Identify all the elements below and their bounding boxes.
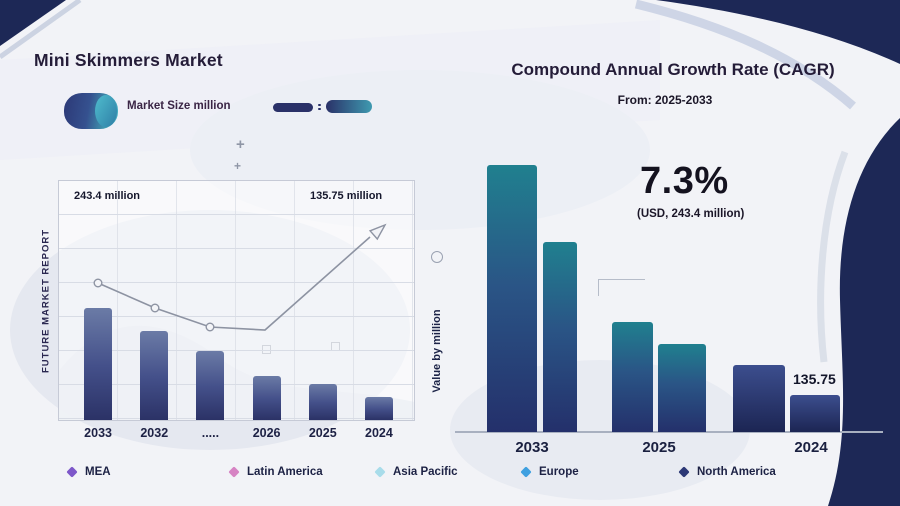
legend-diamond-icon bbox=[520, 466, 532, 478]
legend-diamond-icon bbox=[374, 466, 386, 478]
right-chart-baseline bbox=[455, 431, 883, 433]
right-bar-2033-1 bbox=[487, 165, 537, 432]
right-chart-bars: 2033 2025 2024 bbox=[455, 160, 883, 456]
legend-label: Asia Pacific bbox=[393, 466, 458, 478]
legend-item-europe: Europe bbox=[520, 466, 579, 478]
legend-label: MEA bbox=[85, 466, 111, 478]
right-bar-2033-2 bbox=[543, 242, 577, 432]
left-chart-max-value-label: 243.4 million bbox=[74, 190, 141, 202]
left-x-label: 2026 bbox=[252, 426, 281, 440]
legend-label: North America bbox=[697, 466, 776, 478]
legend-separator-dots bbox=[318, 102, 321, 113]
left-x-label: 2024 bbox=[365, 426, 393, 440]
left-chart-columns bbox=[70, 180, 407, 420]
legend-item-latin-america: Latin America bbox=[228, 466, 323, 478]
legend-item-asia-pacific: Asia Pacific bbox=[374, 466, 458, 478]
left-bar-2032 bbox=[140, 331, 169, 420]
legend-pill-gradient bbox=[326, 100, 372, 113]
page-title: Mini Skimmers Market bbox=[34, 50, 223, 70]
legend-label: Europe bbox=[539, 466, 579, 478]
left-bar-2024 bbox=[364, 397, 393, 420]
left-bar-2033 bbox=[84, 308, 113, 420]
decor-plus-icon: + bbox=[234, 159, 242, 173]
right-bar-2025-1 bbox=[612, 322, 653, 432]
decor-ring-icon bbox=[431, 251, 443, 263]
left-bar-column bbox=[126, 180, 182, 420]
right-bar-2024-1 bbox=[733, 365, 785, 432]
left-bar-column bbox=[295, 180, 351, 420]
right-bar-2025-2 bbox=[658, 344, 706, 432]
left-x-label: 2032 bbox=[140, 426, 169, 440]
left-bar-column bbox=[239, 180, 295, 420]
legend-diamond-icon bbox=[228, 466, 240, 478]
legend-item-mea: MEA bbox=[66, 466, 111, 478]
left-chart-side-label: FUTURE MARKET REPORT bbox=[40, 228, 52, 374]
left-chart-min-value-label: 135.75 million bbox=[310, 190, 383, 202]
legend-item-north-america: North America bbox=[678, 466, 776, 478]
decor-plus-icon: + bbox=[236, 136, 245, 153]
left-bar-column bbox=[351, 180, 407, 420]
left-chart-plot-area bbox=[58, 180, 415, 421]
right-x-label: 2024 bbox=[794, 439, 828, 456]
left-bar-2025 bbox=[308, 384, 337, 420]
legend-diamond-icon bbox=[66, 466, 78, 478]
left-bar-..... bbox=[196, 351, 225, 420]
legend-label: Latin America bbox=[247, 466, 323, 478]
left-bar-column bbox=[70, 180, 126, 420]
left-bar-2026 bbox=[252, 376, 281, 420]
legend-diamond-icon bbox=[678, 466, 690, 478]
right-chart-value-label: 135.75 bbox=[793, 371, 836, 387]
footer-legend: MEA Latin America Asia Pacific Europe North … bbox=[60, 466, 870, 486]
right-chart-ylabel: Value by million bbox=[431, 309, 443, 393]
market-size-cylinder-icon bbox=[64, 93, 118, 129]
decor-step-line bbox=[598, 279, 645, 296]
right-bar-2024-2 bbox=[790, 395, 840, 432]
trend-arrow-overlay bbox=[93, 223, 387, 332]
right-x-label: 2025 bbox=[642, 439, 676, 456]
left-x-label: 2025 bbox=[308, 426, 337, 440]
legend-pill-dark bbox=[273, 103, 313, 112]
left-x-label: 2033 bbox=[84, 426, 112, 440]
left-chart-xlabels: 2033 2032..... 2026 2025 2024 bbox=[70, 426, 407, 440]
right-x-label: 2033 bbox=[515, 439, 549, 456]
cagr-basis-label: (USD, 243.4 million) bbox=[637, 208, 745, 220]
cagr-value: 7.3% bbox=[640, 160, 729, 202]
cagr-subtitle: From: 2025-2033 bbox=[617, 93, 713, 107]
left-bar-column bbox=[182, 180, 238, 420]
market-size-legend-label: Market Size million bbox=[127, 100, 231, 112]
cagr-title: Compound Annual Growth Rate (CAGR) bbox=[511, 60, 835, 79]
left-x-label: ..... bbox=[201, 426, 220, 440]
